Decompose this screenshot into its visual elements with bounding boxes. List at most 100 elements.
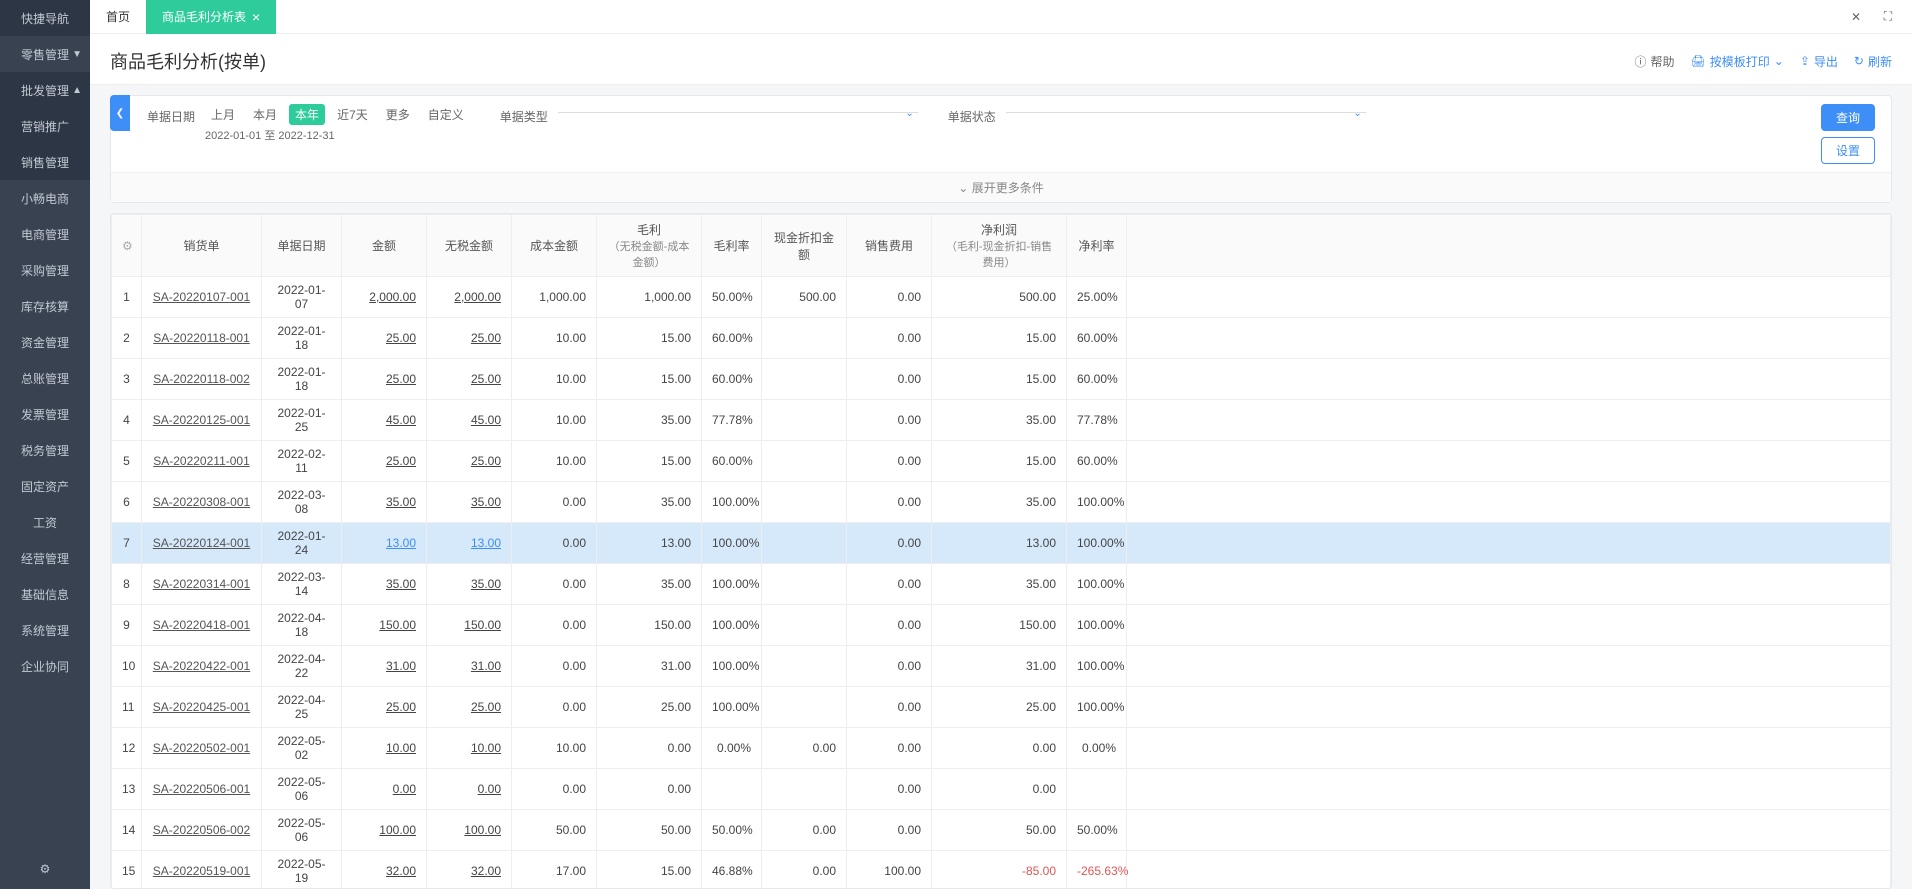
export-action[interactable]: ⇪导出 xyxy=(1800,53,1838,70)
sidebar-item[interactable]: 批发管理▲ xyxy=(0,72,90,108)
sidebar-item[interactable]: 总账管理 xyxy=(0,360,90,396)
date-pill[interactable]: 近7天 xyxy=(331,104,374,125)
table-row[interactable]: 2SA-20220118-0012022-01-1825.0025.0010.0… xyxy=(112,318,1891,359)
tabs-close-all-icon[interactable]: ✕ xyxy=(1844,5,1868,29)
order-link[interactable]: SA-20220422-001 xyxy=(153,659,250,673)
sidebar-sub-item[interactable]: 销售管理 xyxy=(0,144,90,180)
table-row[interactable]: 11SA-20220425-0012022-04-2525.0025.000.0… xyxy=(112,687,1891,728)
order-link[interactable]: SA-20220118-001 xyxy=(153,331,250,345)
order-link[interactable]: SA-20220506-002 xyxy=(153,823,250,837)
sidebar-item[interactable]: 工资 xyxy=(0,504,90,540)
order-link[interactable]: SA-20220118-002 xyxy=(153,372,250,386)
cell-notax[interactable]: 13.00 xyxy=(427,523,512,564)
sidebar-item[interactable]: 电商管理 xyxy=(0,216,90,252)
table-row[interactable]: 4SA-20220125-0012022-01-2545.0045.0010.0… xyxy=(112,400,1891,441)
col-nrate[interactable]: 净利率 xyxy=(1067,215,1127,277)
tab-active[interactable]: 商品毛利分析表 × xyxy=(146,0,276,34)
sidebar-item[interactable]: 系统管理 xyxy=(0,612,90,648)
sidebar-item[interactable]: 库存核算 xyxy=(0,288,90,324)
table-row[interactable]: 12SA-20220502-0012022-05-0210.0010.0010.… xyxy=(112,728,1891,769)
col-date[interactable]: 单据日期 xyxy=(262,215,342,277)
col-gross[interactable]: 毛利（无税金额-成本金额） xyxy=(597,215,702,277)
cell-amount[interactable]: 32.00 xyxy=(342,851,427,889)
col-disc[interactable]: 现金折扣金额 xyxy=(762,215,847,277)
table-row[interactable]: 13SA-20220506-0012022-05-060.000.000.000… xyxy=(112,769,1891,810)
filter-type-select[interactable]: ⌄ xyxy=(558,104,918,113)
col-amount[interactable]: 金额 xyxy=(342,215,427,277)
cell-amount[interactable]: 13.00 xyxy=(342,523,427,564)
col-cost[interactable]: 成本金额 xyxy=(512,215,597,277)
date-pill[interactable]: 更多 xyxy=(380,104,416,125)
collapse-handle[interactable]: ❮ xyxy=(110,95,130,131)
sidebar-item[interactable]: 基础信息 xyxy=(0,576,90,612)
cell-notax[interactable]: 35.00 xyxy=(427,482,512,523)
date-pill[interactable]: 自定义 xyxy=(422,104,470,125)
cell-notax[interactable]: 35.00 xyxy=(427,564,512,605)
order-link[interactable]: SA-20220502-001 xyxy=(153,741,250,755)
order-link[interactable]: SA-20220124-001 xyxy=(153,536,250,550)
cell-amount[interactable]: 0.00 xyxy=(342,769,427,810)
cell-notax[interactable]: 100.00 xyxy=(427,810,512,851)
table-row[interactable]: 6SA-20220308-0012022-03-0835.0035.000.00… xyxy=(112,482,1891,523)
cell-amount[interactable]: 31.00 xyxy=(342,646,427,687)
date-pill[interactable]: 上月 xyxy=(205,104,241,125)
tab-home[interactable]: 首页 xyxy=(90,0,146,34)
cell-amount[interactable]: 25.00 xyxy=(342,359,427,400)
order-link[interactable]: SA-20220418-001 xyxy=(153,618,250,632)
fullscreen-icon[interactable]: ⛶ xyxy=(1876,5,1900,29)
table-row[interactable]: 15SA-20220519-0012022-05-1932.0032.0017.… xyxy=(112,851,1891,889)
sidebar-item[interactable]: 发票管理 xyxy=(0,396,90,432)
cell-amount[interactable]: 35.00 xyxy=(342,564,427,605)
cell-amount[interactable]: 25.00 xyxy=(342,687,427,728)
sidebar-item[interactable]: 固定资产 xyxy=(0,468,90,504)
expand-filters[interactable]: ⌄ 展开更多条件 xyxy=(111,172,1891,202)
cell-notax[interactable]: 25.00 xyxy=(427,359,512,400)
sidebar-item[interactable]: 小畅电商 xyxy=(0,180,90,216)
table-row[interactable]: 9SA-20220418-0012022-04-18150.00150.000.… xyxy=(112,605,1891,646)
table-row[interactable]: 1SA-20220107-0012022-01-072,000.002,000.… xyxy=(112,277,1891,318)
order-link[interactable]: SA-20220314-001 xyxy=(153,577,250,591)
table-row[interactable]: 5SA-20220211-0012022-02-1125.0025.0010.0… xyxy=(112,441,1891,482)
order-link[interactable]: SA-20220308-001 xyxy=(153,495,250,509)
col-grate[interactable]: 毛利率 xyxy=(702,215,762,277)
table-row[interactable]: 7SA-20220124-0012022-01-2413.0013.000.00… xyxy=(112,523,1891,564)
date-pill[interactable]: 本月 xyxy=(247,104,283,125)
cell-amount[interactable]: 35.00 xyxy=(342,482,427,523)
col-sale[interactable]: 销售费用 xyxy=(847,215,932,277)
sidebar-item[interactable]: 经营管理 xyxy=(0,540,90,576)
sidebar-sub-item[interactable]: 营销推广 xyxy=(0,108,90,144)
sidebar-item[interactable]: 资金管理 xyxy=(0,324,90,360)
order-link[interactable]: SA-20220506-001 xyxy=(153,782,250,796)
col-net[interactable]: 净利润（毛利-现金折扣-销售费用） xyxy=(932,215,1067,277)
table-row[interactable]: 10SA-20220422-0012022-04-2231.0031.000.0… xyxy=(112,646,1891,687)
cell-amount[interactable]: 25.00 xyxy=(342,441,427,482)
cell-amount[interactable]: 25.00 xyxy=(342,318,427,359)
sidebar-item[interactable]: 零售管理▼ xyxy=(0,36,90,72)
order-link[interactable]: SA-20220211-001 xyxy=(153,454,250,468)
table-row[interactable]: 8SA-20220314-0012022-03-1435.0035.000.00… xyxy=(112,564,1891,605)
order-link[interactable]: SA-20220425-001 xyxy=(153,700,250,714)
cell-notax[interactable]: 25.00 xyxy=(427,687,512,728)
close-icon[interactable]: × xyxy=(252,9,260,25)
col-notax[interactable]: 无税金额 xyxy=(427,215,512,277)
refresh-action[interactable]: ↻刷新 xyxy=(1854,53,1892,70)
cell-notax[interactable]: 32.00 xyxy=(427,851,512,889)
cell-amount[interactable]: 45.00 xyxy=(342,400,427,441)
date-pill[interactable]: 本年 xyxy=(289,104,325,125)
table-row[interactable]: 14SA-20220506-0022022-05-06100.00100.005… xyxy=(112,810,1891,851)
cell-notax[interactable]: 25.00 xyxy=(427,441,512,482)
cell-amount[interactable]: 2,000.00 xyxy=(342,277,427,318)
query-button[interactable]: 查询 xyxy=(1821,104,1875,131)
filter-status-select[interactable]: ⌄ xyxy=(1006,104,1366,113)
cell-notax[interactable]: 150.00 xyxy=(427,605,512,646)
col-order[interactable]: 销货单 xyxy=(142,215,262,277)
sidebar-item[interactable]: 采购管理 xyxy=(0,252,90,288)
order-link[interactable]: SA-20220107-001 xyxy=(153,290,250,304)
sidebar-item[interactable]: 快捷导航 xyxy=(0,0,90,36)
cell-notax[interactable]: 10.00 xyxy=(427,728,512,769)
sidebar-item[interactable]: 企业协同 xyxy=(0,648,90,684)
order-link[interactable]: SA-20220519-001 xyxy=(153,864,250,878)
sidebar-item[interactable]: 税务管理 xyxy=(0,432,90,468)
cell-notax[interactable]: 25.00 xyxy=(427,318,512,359)
setting-button[interactable]: 设置 xyxy=(1821,137,1875,164)
